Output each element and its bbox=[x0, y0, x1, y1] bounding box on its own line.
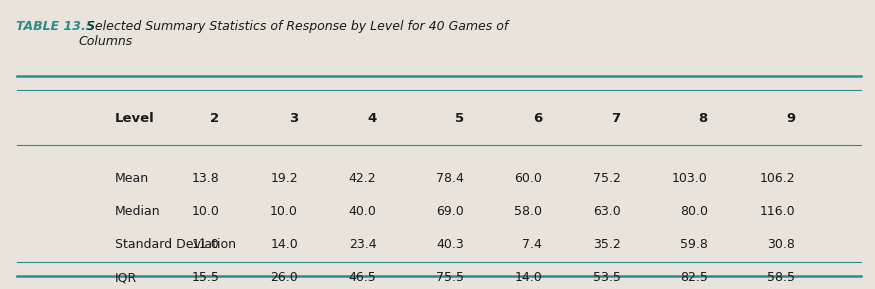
Text: 11.0: 11.0 bbox=[192, 238, 220, 251]
Text: 78.4: 78.4 bbox=[436, 172, 464, 185]
Text: 2: 2 bbox=[210, 112, 220, 125]
Text: 69.0: 69.0 bbox=[436, 205, 464, 218]
Text: 9: 9 bbox=[786, 112, 795, 125]
Text: 7: 7 bbox=[612, 112, 620, 125]
Text: 13.8: 13.8 bbox=[192, 172, 220, 185]
Text: Selected Summary Statistics of Response by Level for 40 Games of
Columns: Selected Summary Statistics of Response … bbox=[79, 20, 508, 48]
Text: TABLE 13.5: TABLE 13.5 bbox=[16, 20, 94, 33]
Text: 75.5: 75.5 bbox=[436, 271, 464, 284]
Text: 15.5: 15.5 bbox=[192, 271, 220, 284]
Text: 10.0: 10.0 bbox=[270, 205, 298, 218]
Text: 58.0: 58.0 bbox=[514, 205, 542, 218]
Text: 14.0: 14.0 bbox=[270, 238, 298, 251]
Text: 8: 8 bbox=[698, 112, 708, 125]
Text: 14.0: 14.0 bbox=[514, 271, 542, 284]
Text: 6: 6 bbox=[533, 112, 542, 125]
Text: 82.5: 82.5 bbox=[680, 271, 708, 284]
Text: Level: Level bbox=[115, 112, 155, 125]
Text: 80.0: 80.0 bbox=[680, 205, 708, 218]
Text: 58.5: 58.5 bbox=[767, 271, 795, 284]
Text: 23.4: 23.4 bbox=[349, 238, 376, 251]
Text: 40.3: 40.3 bbox=[436, 238, 464, 251]
Text: 40.0: 40.0 bbox=[348, 205, 376, 218]
Text: Standard Deviation: Standard Deviation bbox=[115, 238, 235, 251]
Text: 106.2: 106.2 bbox=[760, 172, 795, 185]
Text: 53.5: 53.5 bbox=[592, 271, 620, 284]
Text: 30.8: 30.8 bbox=[767, 238, 795, 251]
Text: 26.0: 26.0 bbox=[270, 271, 298, 284]
Text: 60.0: 60.0 bbox=[514, 172, 542, 185]
Text: Mean: Mean bbox=[115, 172, 149, 185]
Text: 116.0: 116.0 bbox=[760, 205, 795, 218]
Text: IQR: IQR bbox=[115, 271, 137, 284]
Text: 59.8: 59.8 bbox=[680, 238, 708, 251]
Text: 7.4: 7.4 bbox=[522, 238, 542, 251]
Text: 5: 5 bbox=[454, 112, 464, 125]
Text: 19.2: 19.2 bbox=[270, 172, 298, 185]
Text: 103.0: 103.0 bbox=[672, 172, 708, 185]
Text: 75.2: 75.2 bbox=[592, 172, 620, 185]
Text: 3: 3 bbox=[289, 112, 298, 125]
Text: 46.5: 46.5 bbox=[349, 271, 376, 284]
Text: 35.2: 35.2 bbox=[593, 238, 620, 251]
Text: 10.0: 10.0 bbox=[192, 205, 220, 218]
Text: 4: 4 bbox=[368, 112, 376, 125]
Text: Median: Median bbox=[115, 205, 160, 218]
Text: 42.2: 42.2 bbox=[349, 172, 376, 185]
Text: 63.0: 63.0 bbox=[593, 205, 620, 218]
